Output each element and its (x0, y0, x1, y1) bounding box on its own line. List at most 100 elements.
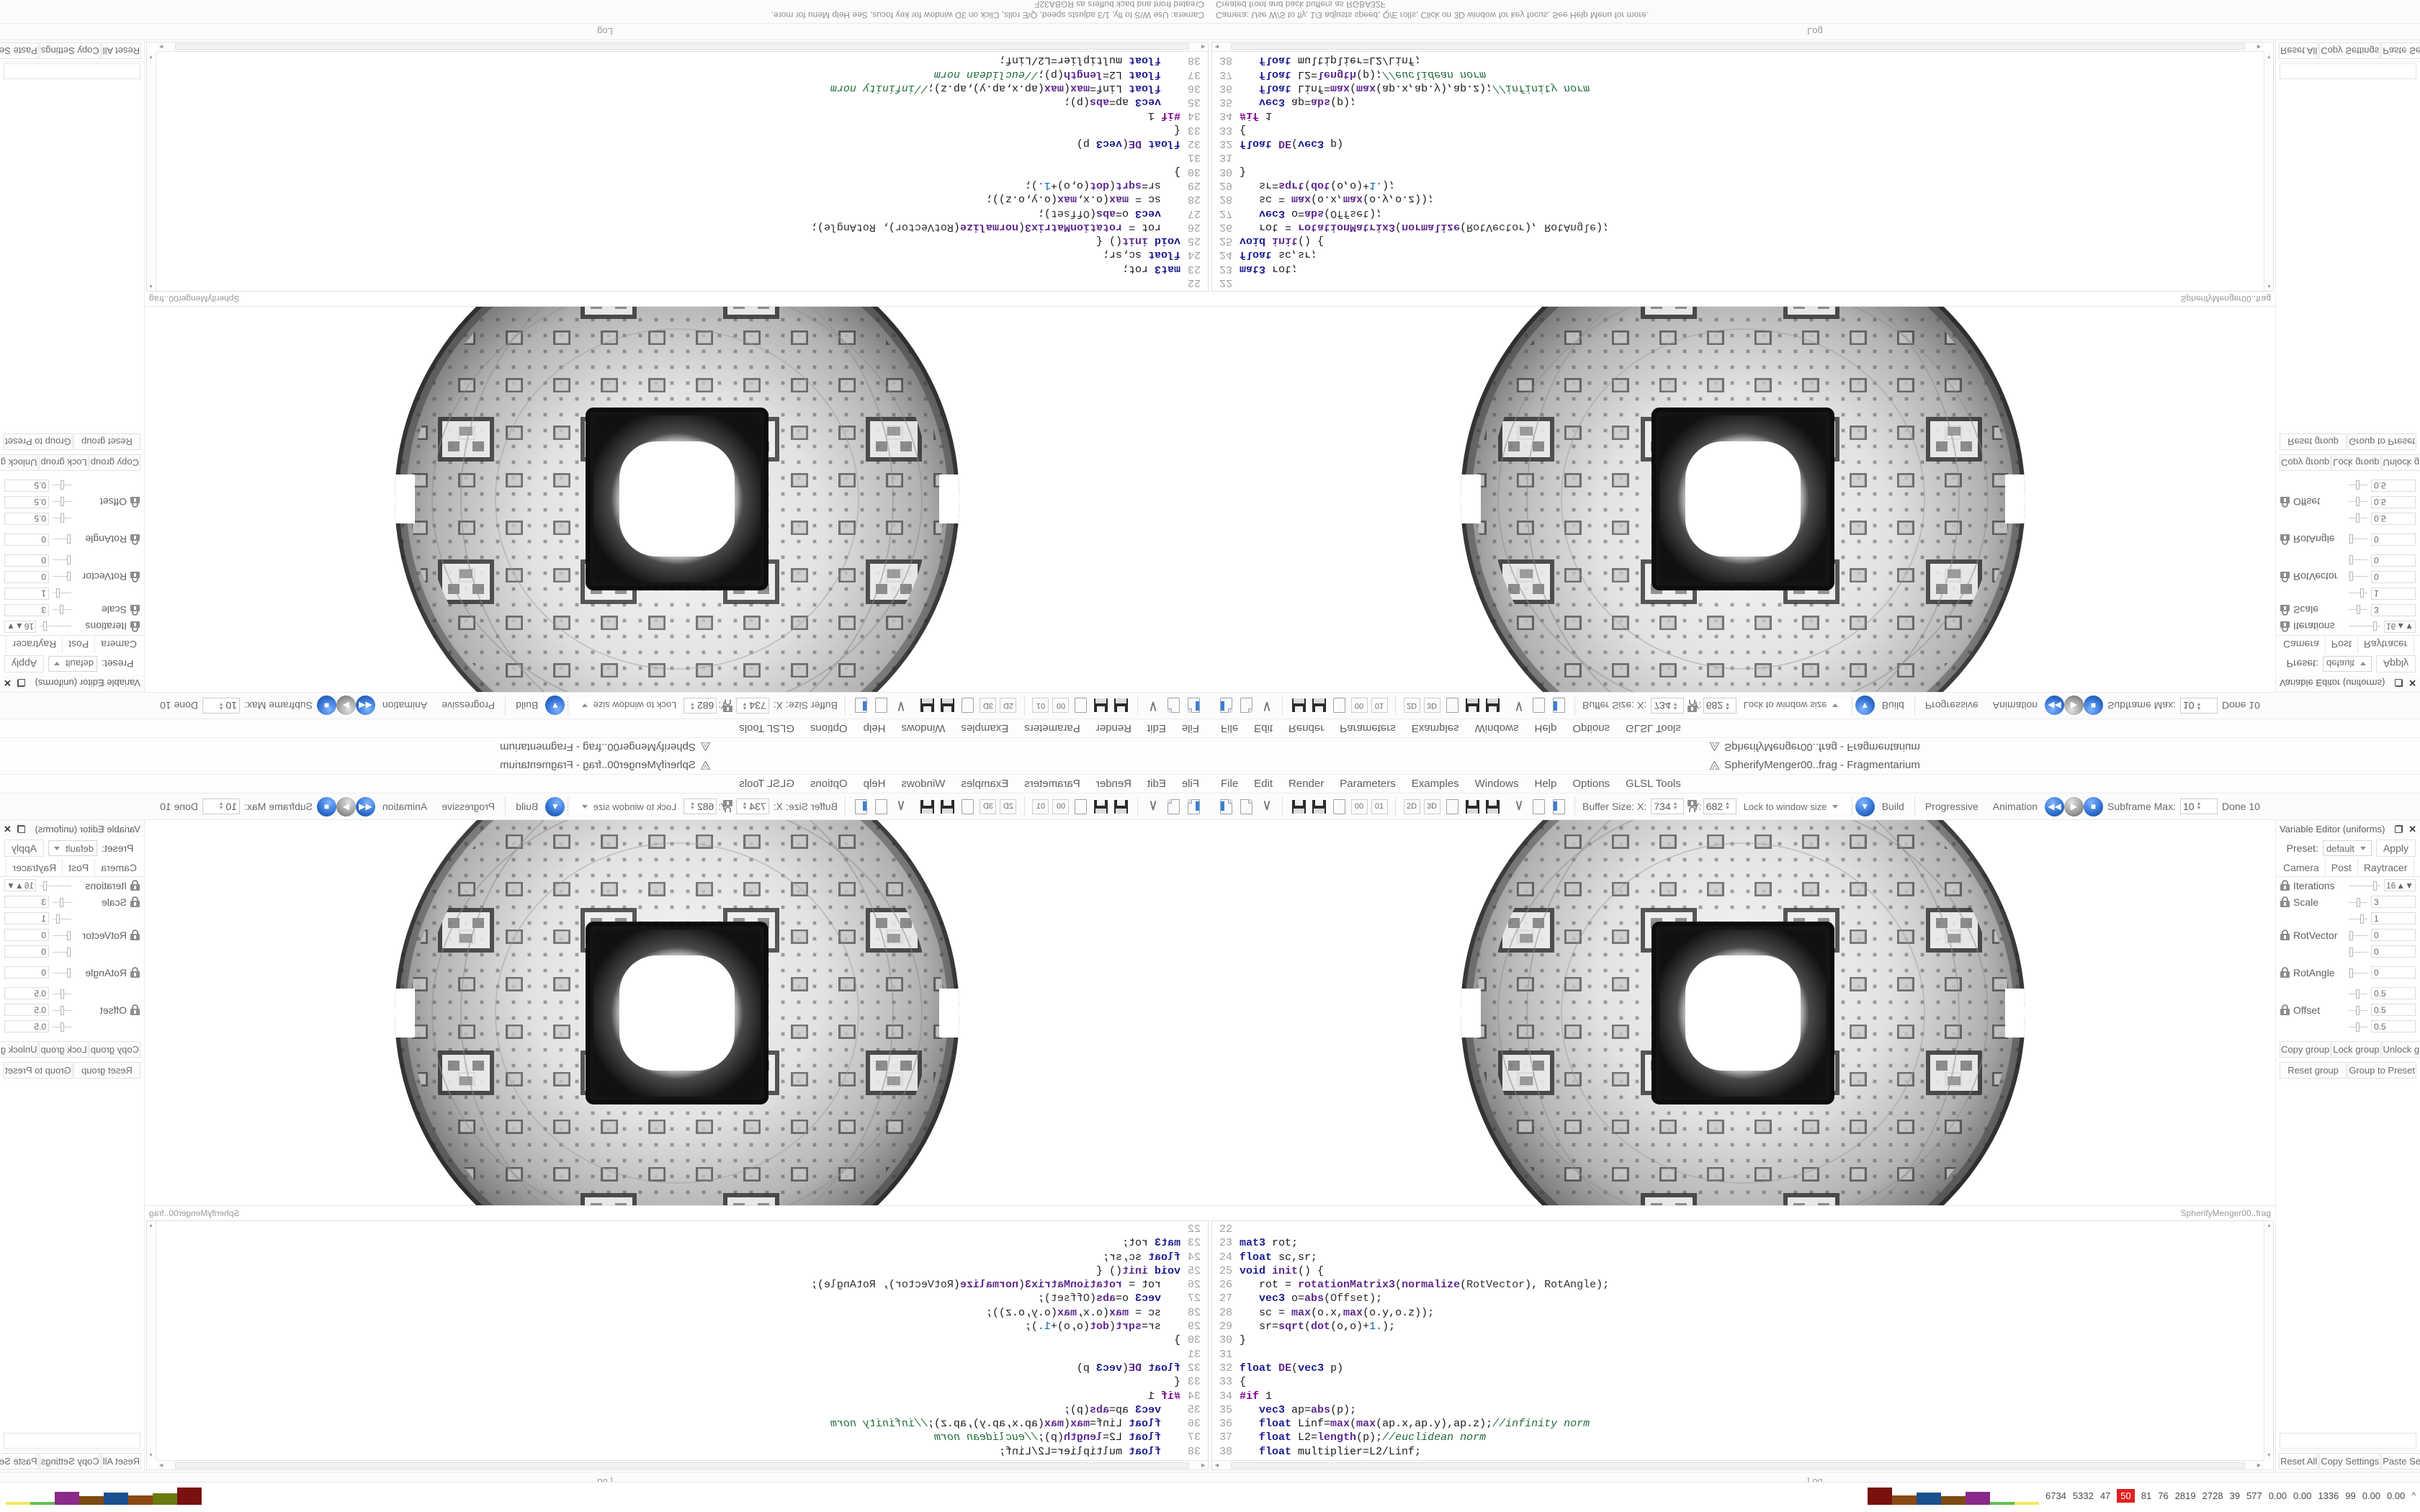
scroll-down-icon[interactable]: ▼ (148, 54, 153, 59)
apply-button[interactable]: Apply (4, 840, 45, 857)
tab-raytracer[interactable]: Raytracer (6, 859, 63, 876)
reset-group-button[interactable]: Reset group (73, 433, 140, 450)
zoom-01-icon[interactable]: 01 (1031, 797, 1050, 816)
restore-window-icon[interactable] (17, 680, 25, 688)
slider-scale[interactable] (53, 605, 71, 616)
subframe-stepper[interactable]: ▲ ▼ (2196, 701, 2202, 711)
paste-settings-button[interactable]: Paste Settings (0, 1453, 39, 1470)
menu-parameters[interactable]: Parameters (1340, 778, 1396, 790)
buffer-x-stepper[interactable]: ▲ ▼ (1672, 701, 1678, 711)
slider-offset-x[interactable] (2349, 513, 2367, 524)
menger-sponge-fractal-render[interactable] (1448, 307, 2038, 692)
editor-tab-spherifymenger[interactable]: SpherifyMenger00..frag (2180, 294, 2271, 304)
slider-rotvector-x[interactable] (53, 914, 71, 924)
save-all-icon[interactable] (1309, 797, 1328, 816)
slider-offset-x[interactable] (53, 513, 71, 524)
copy-group-button[interactable]: Copy group (89, 454, 140, 471)
slider-offset-z[interactable] (53, 480, 71, 491)
scroll-left-icon[interactable]: ◀ (1214, 44, 1219, 49)
subframe-max-input[interactable]: 10 ▲ ▼ (202, 698, 241, 714)
lock-icon[interactable] (2280, 1004, 2290, 1015)
scroll-left-icon[interactable]: ◀ (1214, 1463, 1219, 1468)
editor-tab-spherifymenger[interactable]: SpherifyMenger00..frag (149, 294, 240, 304)
slider-rotvector-z[interactable] (53, 947, 71, 957)
stop-icon[interactable]: ■ (316, 696, 336, 716)
lock-icon[interactable] (130, 534, 140, 545)
scroll-up-icon[interactable]: ▲ (148, 1223, 153, 1228)
zoom-01-icon[interactable]: 01 (1031, 696, 1050, 715)
render-2d-icon[interactable]: 2D (999, 797, 1018, 816)
cut-icon[interactable] (1144, 696, 1163, 715)
zoom-01-icon[interactable]: 01 (1370, 797, 1389, 816)
build-button[interactable]: Build (1881, 700, 1904, 711)
build-button-icon[interactable]: ▼ (545, 796, 565, 816)
slider-offset-y[interactable] (53, 497, 71, 508)
hscroll-thumb[interactable] (175, 43, 1189, 50)
value-offset-x[interactable]: 0.5 (2371, 987, 2416, 999)
tab-post[interactable]: Post (2325, 636, 2358, 653)
animation-button[interactable]: Animation (382, 700, 428, 711)
slider-offset-z[interactable] (53, 1022, 71, 1032)
value-rotvector-x[interactable]: 1 (2371, 588, 2416, 600)
value-rotvector-z[interactable]: 0 (2371, 554, 2416, 567)
menu-options[interactable]: Options (810, 778, 848, 790)
slider-rotvector-x[interactable] (2349, 588, 2367, 599)
lock-group-button[interactable]: Lock group (2331, 1041, 2381, 1058)
tab-camera[interactable]: Camera (94, 859, 143, 876)
render-viewport[interactable] (1210, 820, 2275, 1205)
copy-settings-button[interactable]: Copy Settings (2319, 1453, 2381, 1470)
progressive-button[interactable]: Progressive (442, 700, 496, 711)
scroll-left-icon[interactable]: ◀ (1201, 1463, 1206, 1468)
tab-light[interactable]: Light (2414, 859, 2420, 876)
lock-to-window-size-combo[interactable]: Lock to window size (1740, 798, 1849, 814)
close-icon[interactable]: ✕ (2408, 678, 2416, 689)
iterations-stepper[interactable]: ▲▼ (6, 880, 24, 891)
menu-render[interactable]: Render (1289, 778, 1325, 790)
scroll-right-icon[interactable]: ▶ (158, 1463, 163, 1468)
lock-group-button[interactable]: Lock group (2331, 454, 2381, 471)
save-icon[interactable] (1289, 797, 1308, 816)
render-canvas-box[interactable] (1318, 307, 2168, 692)
menu-windows[interactable]: Windows (1474, 778, 1519, 790)
new-document-icon[interactable] (1185, 797, 1204, 816)
preset-output-field[interactable] (2280, 63, 2416, 79)
menu-options[interactable]: Options (810, 722, 848, 734)
animation-button[interactable]: Animation (382, 801, 428, 812)
buffer-y-input[interactable]: 682 ▲ ▼ (1703, 698, 1736, 714)
render-3d-icon[interactable]: 3D (1422, 797, 1441, 816)
lock-group-button[interactable]: Lock group (39, 454, 89, 471)
restore-window-icon[interactable] (17, 825, 25, 833)
value-offset-y[interactable]: 0.5 (4, 1004, 49, 1016)
rewind-icon[interactable]: ◀◀ (355, 696, 375, 716)
group-to-preset-button[interactable]: Group to Preset (4, 433, 73, 450)
unlock-group-button[interactable]: Unlock group (0, 1041, 39, 1058)
copy-group-button[interactable]: Copy group (89, 1041, 140, 1058)
menu-glsl-tools[interactable]: GLSL Tools (1626, 722, 1681, 734)
buffer-x-input[interactable]: 734 ▲ ▼ (1651, 698, 1685, 714)
copy-group-button[interactable]: Copy group (2280, 1041, 2331, 1058)
scroll-down-icon[interactable]: ▼ (2267, 1453, 2272, 1458)
menu-examples[interactable]: Examples (1411, 722, 1459, 734)
zoom-00-icon[interactable]: 00 (1052, 696, 1070, 715)
menu-examples[interactable]: Examples (1411, 778, 1459, 790)
hscroll-thumb[interactable] (1231, 1462, 2245, 1469)
scroll-right-icon[interactable]: ▶ (2257, 1463, 2262, 1468)
value-rotvector-z[interactable]: 0 (4, 945, 49, 958)
buffer-y-stepper[interactable]: ▲ ▼ (690, 701, 695, 711)
new-document-icon[interactable] (1216, 797, 1235, 816)
hscroll-thumb[interactable] (1231, 43, 2245, 50)
buffer-x-stepper[interactable]: ▲ ▼ (1672, 801, 1678, 811)
value-scale[interactable]: 3 (2371, 896, 2416, 908)
render-canvas-box[interactable] (1318, 820, 2168, 1205)
close-icon[interactable]: ✕ (4, 678, 12, 689)
slider-rotangle[interactable] (2349, 968, 2367, 978)
code-horizontal-scrollbar[interactable]: ◀ ▶ (156, 42, 1208, 52)
lock-icon[interactable] (130, 1004, 140, 1015)
subframe-stepper[interactable]: ▲ ▼ (218, 801, 224, 811)
menu-examples[interactable]: Examples (961, 722, 1009, 734)
slider-iterations[interactable] (40, 621, 71, 632)
lock-icon[interactable] (130, 880, 140, 891)
tab-light[interactable]: Light (0, 636, 6, 653)
